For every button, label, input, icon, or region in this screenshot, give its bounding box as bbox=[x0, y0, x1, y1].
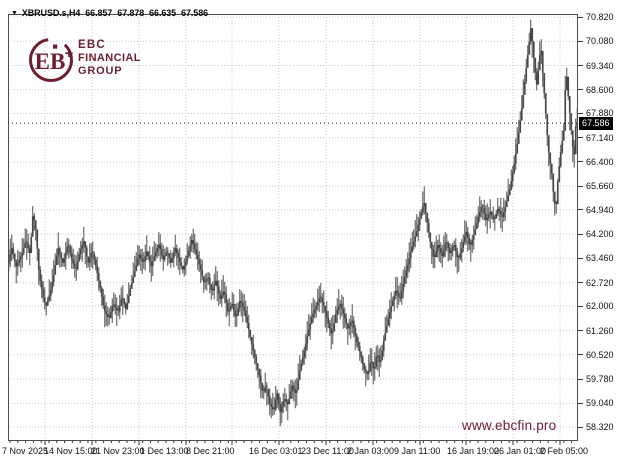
chart-plot[interactable] bbox=[8, 14, 578, 441]
ebc-plus-icon: + bbox=[65, 45, 74, 62]
ebc-wordmark-line1: EBC bbox=[78, 39, 106, 51]
symbol-dropdown-icon[interactable]: ▼ bbox=[11, 10, 18, 17]
price-axis-label: 59.040 bbox=[586, 398, 614, 409]
price-axis-label: 64.200 bbox=[586, 229, 614, 240]
price-axis-label: 58.320 bbox=[586, 422, 614, 432]
price-axis-label: 61.260 bbox=[586, 325, 614, 336]
price-axis-label: 68.600 bbox=[586, 84, 614, 95]
price-axis-tick bbox=[578, 185, 583, 187]
price-axis-tick bbox=[578, 305, 583, 307]
price-axis-tick bbox=[578, 330, 583, 332]
price-axis-label: 70.820 bbox=[586, 12, 614, 22]
price-axis-tick bbox=[578, 16, 583, 18]
price-axis-label: 60.520 bbox=[586, 349, 614, 360]
price-axis-label: 62.000 bbox=[586, 301, 614, 312]
time-axis-label: 14 Nov 15:00 bbox=[44, 446, 98, 456]
ohlc-quote-line: ▼ XBRUSD.s,H4 66.857 67.878 66.635 67.586 bbox=[11, 8, 213, 18]
price-axis-label: 59.780 bbox=[586, 374, 614, 385]
time-axis-label: 2 Jan 03:00 bbox=[347, 446, 395, 456]
price-axis-tick bbox=[578, 378, 583, 380]
price-axis-tick bbox=[578, 282, 583, 284]
time-axis-label: 1 Dec 13:00 bbox=[140, 446, 189, 456]
time-axis-label: 7 Nov 2025 bbox=[2, 446, 49, 456]
price-axis-label: 62.720 bbox=[586, 277, 614, 288]
time-axis-label: 8 Dec 21:00 bbox=[186, 446, 235, 456]
price-axis-tick bbox=[578, 112, 583, 114]
watermark-link[interactable]: www.ebcfin.pro bbox=[462, 418, 557, 433]
plot-frame bbox=[8, 14, 578, 441]
price-axis-tick bbox=[578, 161, 583, 163]
time-axis-label: 16 Dec 03:01 bbox=[249, 446, 303, 456]
quote-open: 66.857 bbox=[85, 8, 113, 18]
time-axis-label: 23 Dec 11:00 bbox=[301, 446, 354, 456]
price-axis-label: 65.660 bbox=[586, 181, 614, 192]
price-axis-tick bbox=[578, 65, 583, 67]
price-axis-tick bbox=[578, 209, 583, 211]
time-axis-label: 9 Jan 11:00 bbox=[394, 446, 441, 456]
ebc-wordmark: EBC FINANCIAL GROUP bbox=[78, 39, 141, 77]
price-axis-tick bbox=[578, 137, 583, 139]
price-axis[interactable]: 67.586 70.820 70.080 69.340 68.600 67.880 67.… bbox=[578, 12, 625, 441]
price-axis-tick bbox=[578, 402, 583, 404]
price-axis-tick bbox=[578, 89, 583, 91]
price-axis-tick bbox=[578, 426, 583, 428]
time-axis-label: 26 Jan 01:00 bbox=[494, 446, 547, 456]
symbol-label[interactable]: XBRUSD.s,H4 bbox=[21, 8, 81, 18]
ebc-monogram: EB bbox=[35, 49, 66, 74]
price-axis-label: 63.460 bbox=[586, 253, 614, 264]
ebc-logo-mark: EB + bbox=[29, 38, 74, 82]
price-axis-tick bbox=[578, 354, 583, 356]
price-axis-tick bbox=[578, 257, 583, 259]
price-axis-tick bbox=[578, 233, 583, 235]
ebc-wordmark-line2: FINANCIAL bbox=[78, 52, 141, 64]
quote-low: 66.635 bbox=[149, 8, 177, 18]
time-axis-label: 21 Nov 23:00 bbox=[91, 446, 145, 456]
time-axis-ticks bbox=[9, 441, 573, 445]
price-axis-tick bbox=[578, 40, 583, 42]
time-axis-label: 16 Jan 19:00 bbox=[447, 446, 500, 456]
price-axis-label: 64.940 bbox=[586, 204, 614, 215]
price-axis-label: 69.340 bbox=[586, 60, 614, 71]
price-axis-label: 66.400 bbox=[586, 156, 614, 167]
price-axis-label: 67.140 bbox=[586, 132, 614, 143]
quote-high: 67.878 bbox=[117, 8, 145, 18]
time-axis-label: 2 Feb 05:00 bbox=[540, 446, 589, 456]
time-axis[interactable]: 7 Nov 2025 14 Nov 15:00 21 Nov 23:00 1 Dec … bbox=[2, 441, 588, 461]
ebc-wordmark-line3: GROUP bbox=[78, 65, 122, 77]
price-axis-label: 70.080 bbox=[586, 36, 614, 47]
ebc-logo: EB + EBC FINANCIAL GROUP bbox=[26, 31, 144, 94]
quote-close: 67.586 bbox=[181, 8, 209, 18]
price-axis-label: 67.880 bbox=[586, 108, 614, 119]
current-price-badge: 67.586 bbox=[579, 116, 613, 130]
